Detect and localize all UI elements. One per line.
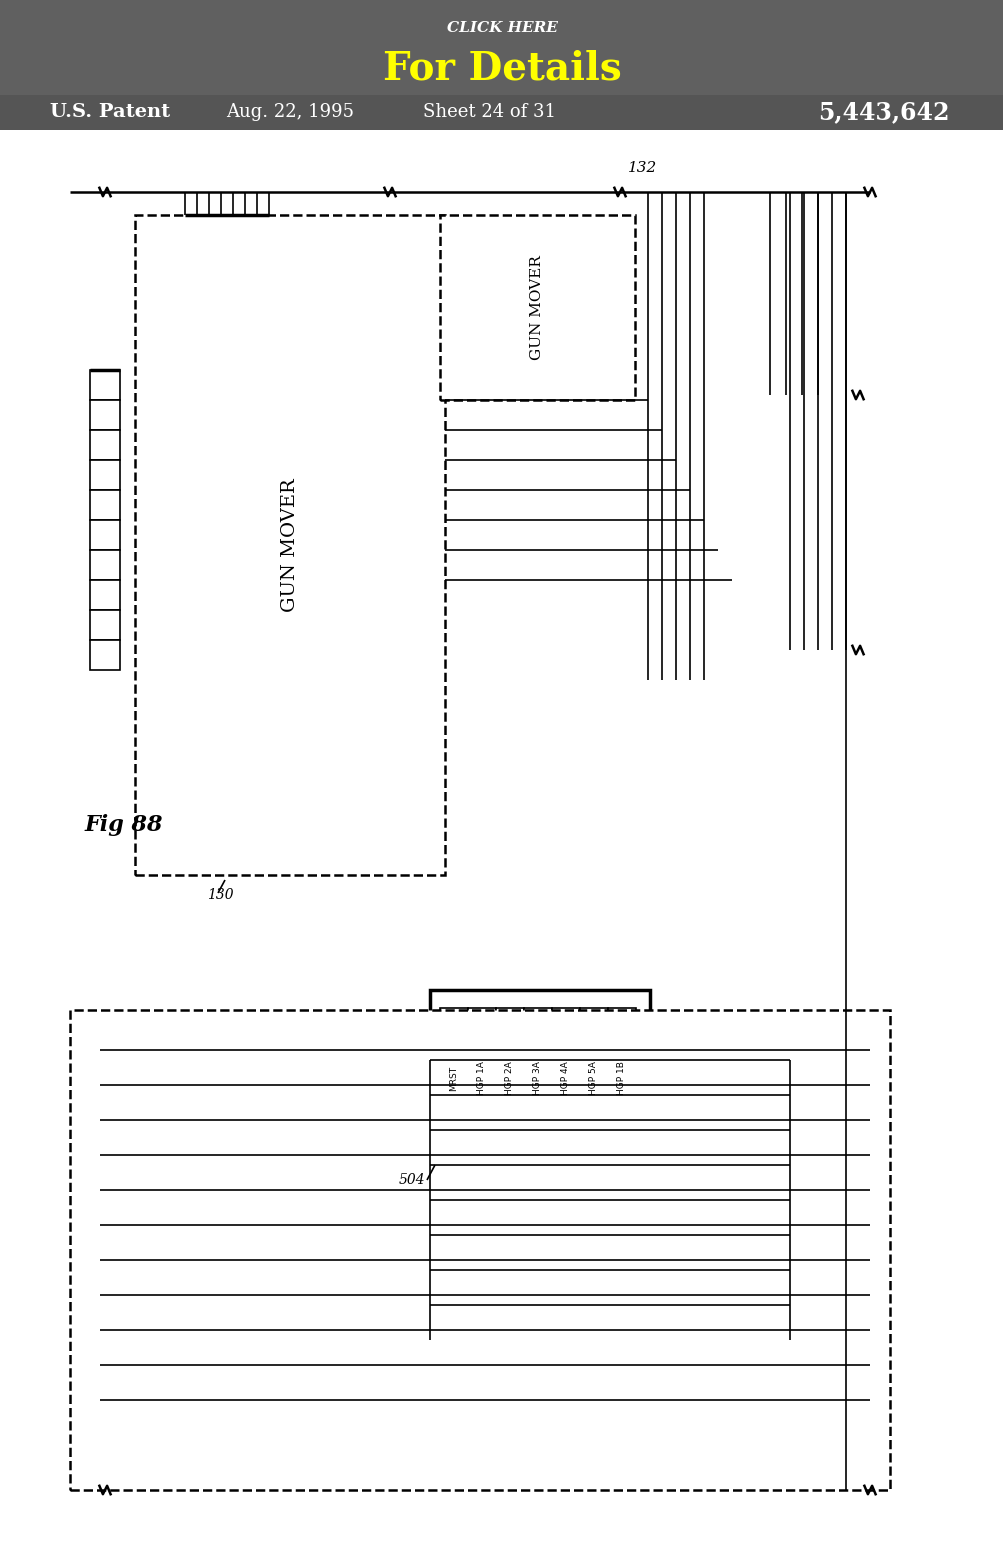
Bar bbox=[608, 1008, 635, 1149]
Text: Aug. 22, 1995: Aug. 22, 1995 bbox=[226, 103, 354, 121]
Text: Sheet 24 of 31: Sheet 24 of 31 bbox=[423, 103, 556, 121]
Bar bbox=[439, 215, 634, 400]
Bar bbox=[90, 580, 120, 610]
Text: 132: 132 bbox=[627, 161, 657, 176]
Text: For Details: For Details bbox=[382, 49, 621, 88]
Bar bbox=[429, 990, 649, 1164]
Bar bbox=[439, 1008, 467, 1149]
Bar bbox=[90, 639, 120, 671]
Text: 130: 130 bbox=[207, 888, 233, 903]
Text: HGP 1B: HGP 1B bbox=[617, 1061, 626, 1095]
Bar bbox=[0, 96, 1003, 130]
Bar bbox=[90, 429, 120, 461]
Bar bbox=[495, 1008, 524, 1149]
Text: GUN MOVER: GUN MOVER bbox=[530, 255, 544, 360]
Text: HGP 3A: HGP 3A bbox=[533, 1061, 542, 1095]
Text: HGP 2A: HGP 2A bbox=[505, 1061, 514, 1095]
Bar bbox=[90, 550, 120, 580]
Bar bbox=[90, 370, 120, 400]
Bar bbox=[90, 520, 120, 550]
Bar bbox=[90, 490, 120, 520]
Bar bbox=[90, 610, 120, 639]
Text: CLICK HERE: CLICK HERE bbox=[446, 20, 557, 34]
Bar bbox=[552, 1008, 580, 1149]
Text: 5,443,642: 5,443,642 bbox=[817, 100, 949, 124]
Text: HGP 5A: HGP 5A bbox=[589, 1061, 598, 1095]
Text: HGP 1A: HGP 1A bbox=[477, 1061, 486, 1095]
Text: U.S. Patent: U.S. Patent bbox=[50, 103, 170, 121]
Text: Fig 88: Fig 88 bbox=[85, 813, 163, 837]
Bar bbox=[90, 400, 120, 429]
Bar bbox=[467, 1008, 495, 1149]
Bar bbox=[134, 215, 444, 874]
Text: HGP 4A: HGP 4A bbox=[561, 1061, 570, 1095]
Text: GUN MOVER: GUN MOVER bbox=[281, 478, 299, 611]
Bar bbox=[70, 1011, 889, 1490]
Bar bbox=[524, 1008, 552, 1149]
Bar bbox=[580, 1008, 608, 1149]
Bar bbox=[0, 0, 1003, 96]
Text: MRST: MRST bbox=[449, 1066, 458, 1091]
Bar bbox=[90, 461, 120, 490]
Text: 504: 504 bbox=[398, 1174, 424, 1186]
